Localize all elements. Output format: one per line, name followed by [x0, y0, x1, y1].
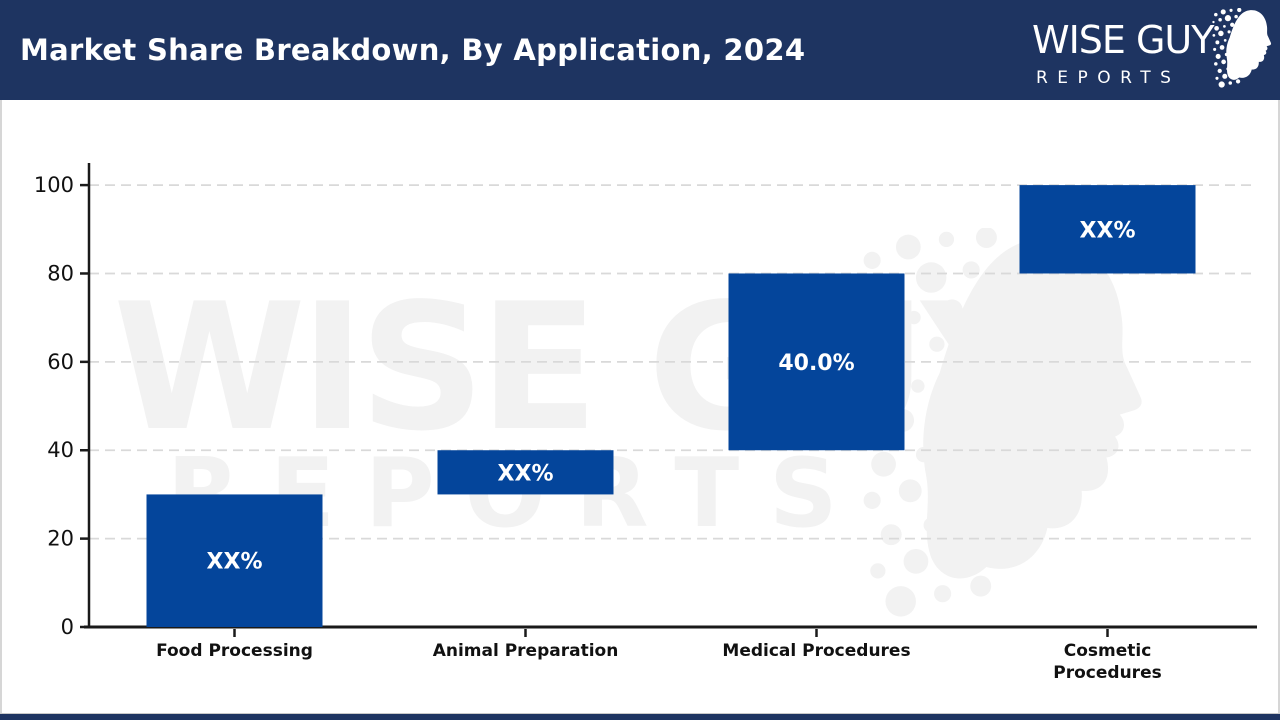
- y-tick-label: 60: [47, 350, 74, 374]
- page-right-border: [1278, 100, 1280, 713]
- watermark-logo: WISE GUY REPORTS: [113, 228, 1142, 617]
- watermark-head-icon: [855, 228, 1142, 617]
- logo-reports-text: REPORTS: [1036, 68, 1180, 88]
- y-tick-label: 40: [47, 438, 74, 462]
- bottom-divider: [0, 713, 1280, 714]
- y-tick-label: 0: [61, 615, 74, 639]
- y-tick-label: 80: [47, 261, 74, 285]
- header: Market Share Breakdown, By Application, …: [0, 0, 1280, 100]
- footer-bar: [0, 714, 1280, 720]
- logo-wordmark: WISE GUY: [1032, 18, 1215, 62]
- page-title: Market Share Breakdown, By Application, …: [20, 33, 806, 67]
- logo-head-icon: [1212, 8, 1272, 88]
- watermark-reports-text: REPORTS: [167, 439, 868, 549]
- wiseguy-logo: WISE GUY REPORTS: [1032, 8, 1272, 88]
- y-tick-label: 20: [47, 527, 74, 551]
- y-tick-label: 100: [34, 173, 74, 197]
- page-left-border: [0, 100, 2, 713]
